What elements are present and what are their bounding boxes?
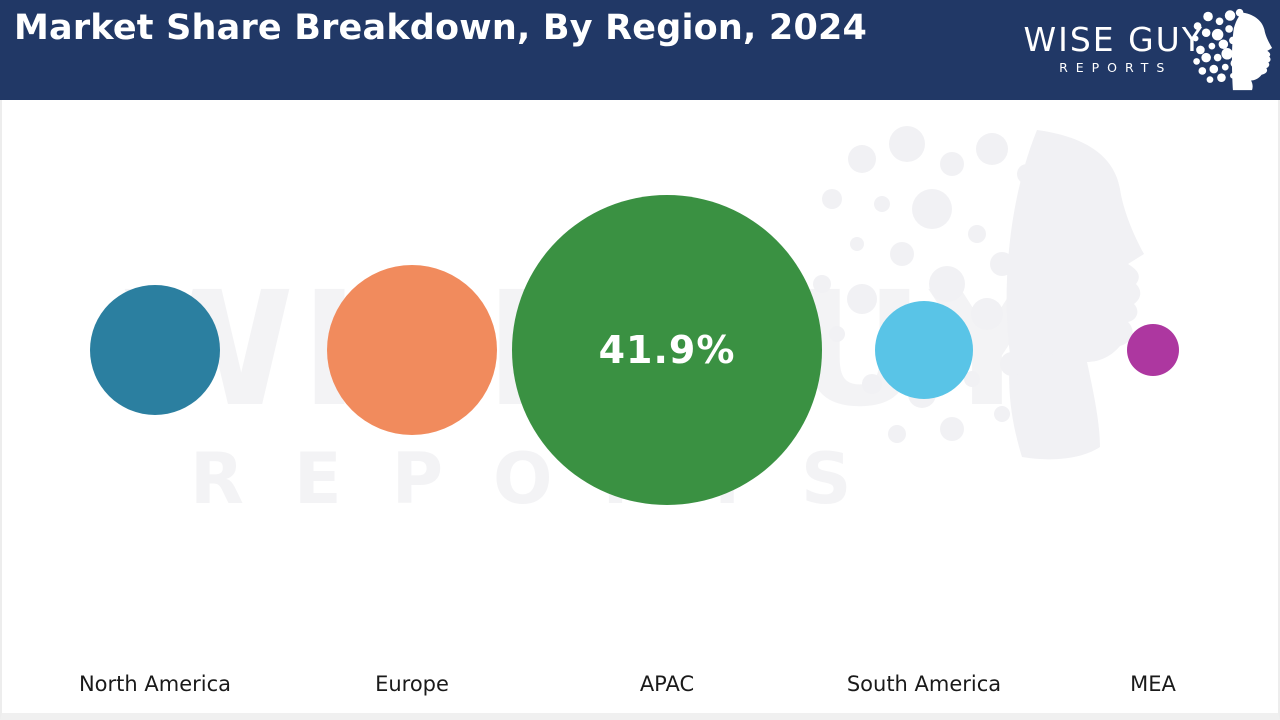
- brand-wordmark: WISE GUY: [1023, 20, 1204, 60]
- category-label-apac: APAC: [639, 672, 695, 696]
- header-bar: Market Share Breakdown, By Region, 2024 …: [0, 0, 1280, 100]
- chart-area: WISE GUY REPORTS: [0, 100, 1280, 720]
- brand-subtext: REPORTS: [1059, 59, 1173, 75]
- category-labels: North America Europe APAC South America MEA: [2, 100, 1278, 713]
- page-title: Market Share Breakdown, By Region, 2024: [14, 8, 868, 48]
- bubble-layer: 41.9%: [2, 100, 1278, 713]
- bubble-south-america: [875, 301, 973, 399]
- bubble-mea: [1127, 324, 1179, 376]
- brand-logo: WISE GUY REPORTS: [1023, 6, 1274, 92]
- brand-logo-text: WISE GUY REPORTS: [1023, 23, 1204, 75]
- category-label-mea: MEA: [1130, 672, 1176, 696]
- brand-head-icon: [1192, 8, 1273, 91]
- category-label-north-america: North America: [78, 672, 232, 696]
- bubble-north-america: [90, 285, 220, 415]
- bubble-apac: 41.9%: [512, 195, 822, 505]
- bubble-value-label: 41.9%: [598, 328, 736, 372]
- category-label-south-america: South America: [846, 672, 1002, 696]
- bubble-europe: [327, 265, 497, 435]
- category-label-europe: Europe: [375, 672, 449, 696]
